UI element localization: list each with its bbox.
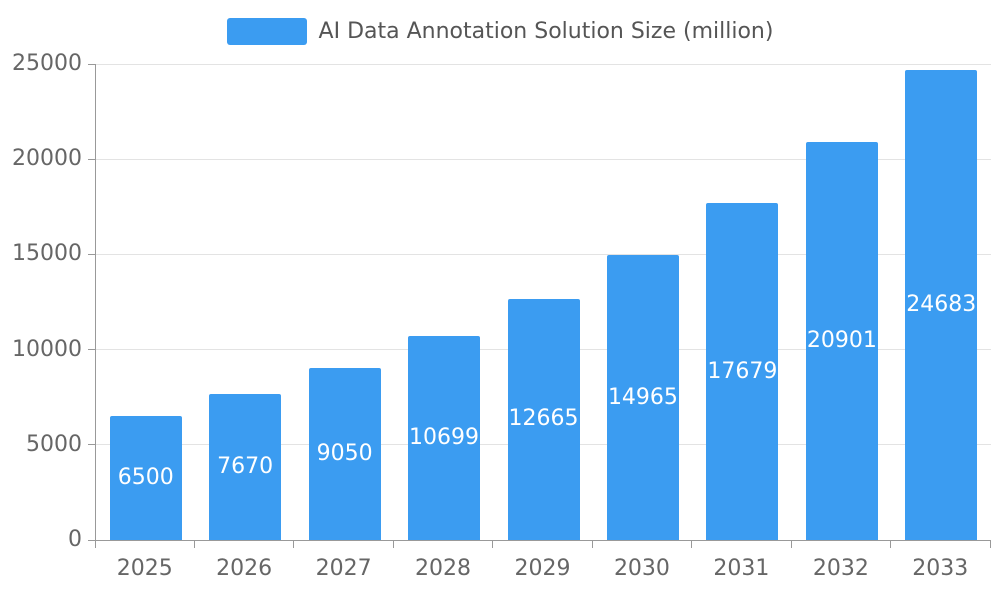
bar-value-label: 10699 bbox=[409, 425, 480, 451]
y-axis-tick-mark bbox=[88, 349, 95, 351]
gridline bbox=[96, 158, 991, 160]
bar-value-label: 6500 bbox=[117, 465, 174, 491]
y-axis-tick-mark bbox=[88, 253, 95, 255]
y-axis-tick-mark bbox=[88, 63, 95, 65]
x-axis-tick-mark bbox=[293, 541, 295, 548]
y-axis-label: 5000 bbox=[26, 431, 82, 457]
x-axis-tick-mark bbox=[193, 541, 195, 548]
x-axis-tick-mark bbox=[989, 541, 991, 548]
bar-2028[interactable]: 10699 bbox=[408, 336, 481, 540]
x-axis-label: 2032 bbox=[812, 556, 869, 581]
bar-value-label: 7670 bbox=[217, 453, 274, 479]
y-axis-label: 0 bbox=[68, 527, 82, 552]
y-axis-tick-mark bbox=[88, 444, 95, 446]
x-axis-tick-mark bbox=[890, 541, 892, 548]
y-axis-label: 10000 bbox=[12, 336, 82, 362]
gridline bbox=[96, 63, 991, 65]
legend-label: AI Data Annotation Solution Size (millio… bbox=[318, 19, 774, 44]
bar-value-label: 9050 bbox=[316, 440, 373, 466]
x-axis-tick-mark bbox=[691, 541, 693, 548]
bar-2030[interactable]: 14965 bbox=[606, 255, 679, 540]
x-axis-label: 2026 bbox=[216, 556, 273, 581]
bar-2029[interactable]: 12665 bbox=[507, 298, 580, 540]
chart-legend[interactable]: AI Data Annotation Solution Size (millio… bbox=[0, 18, 1000, 45]
bar-value-label: 24683 bbox=[906, 292, 977, 318]
y-axis-tick-mark bbox=[88, 539, 95, 541]
bar-2026[interactable]: 7670 bbox=[209, 393, 282, 540]
bar-value-label: 12665 bbox=[508, 406, 579, 432]
x-axis-tick-mark bbox=[591, 541, 593, 548]
plot-area: 6500 7670 9050 10699 12665 14965 17679 20901 246… bbox=[95, 63, 991, 541]
y-axis-tick-mark bbox=[88, 158, 95, 160]
x-axis-label: 2030 bbox=[613, 556, 670, 581]
x-axis-label: 2025 bbox=[116, 556, 173, 581]
y-axis-label: 15000 bbox=[12, 241, 82, 267]
bar-2027[interactable]: 9050 bbox=[308, 367, 381, 540]
legend-swatch bbox=[226, 18, 307, 45]
bar-2031[interactable]: 17679 bbox=[706, 203, 779, 540]
x-axis-label: 2027 bbox=[315, 556, 372, 581]
x-axis-label: 2031 bbox=[713, 556, 770, 581]
bar-2025[interactable]: 6500 bbox=[109, 416, 182, 540]
bar-value-label: 17679 bbox=[707, 358, 778, 384]
x-axis-label: 2028 bbox=[415, 556, 472, 581]
gridline bbox=[96, 253, 991, 255]
x-axis-label: 2033 bbox=[912, 556, 969, 581]
y-axis-label: 20000 bbox=[12, 146, 82, 172]
bar-value-label: 14965 bbox=[607, 384, 678, 410]
x-axis-tick-mark bbox=[492, 541, 494, 548]
bar-2033[interactable]: 24683 bbox=[905, 70, 978, 540]
x-axis-label: 2029 bbox=[514, 556, 571, 581]
x-axis-tick-mark bbox=[790, 541, 792, 548]
y-axis-label: 25000 bbox=[12, 51, 82, 76]
bar-2032[interactable]: 20901 bbox=[805, 142, 878, 540]
x-axis-tick-mark bbox=[94, 541, 96, 548]
bar-value-label: 20901 bbox=[806, 328, 877, 354]
x-axis-tick-mark bbox=[392, 541, 394, 548]
